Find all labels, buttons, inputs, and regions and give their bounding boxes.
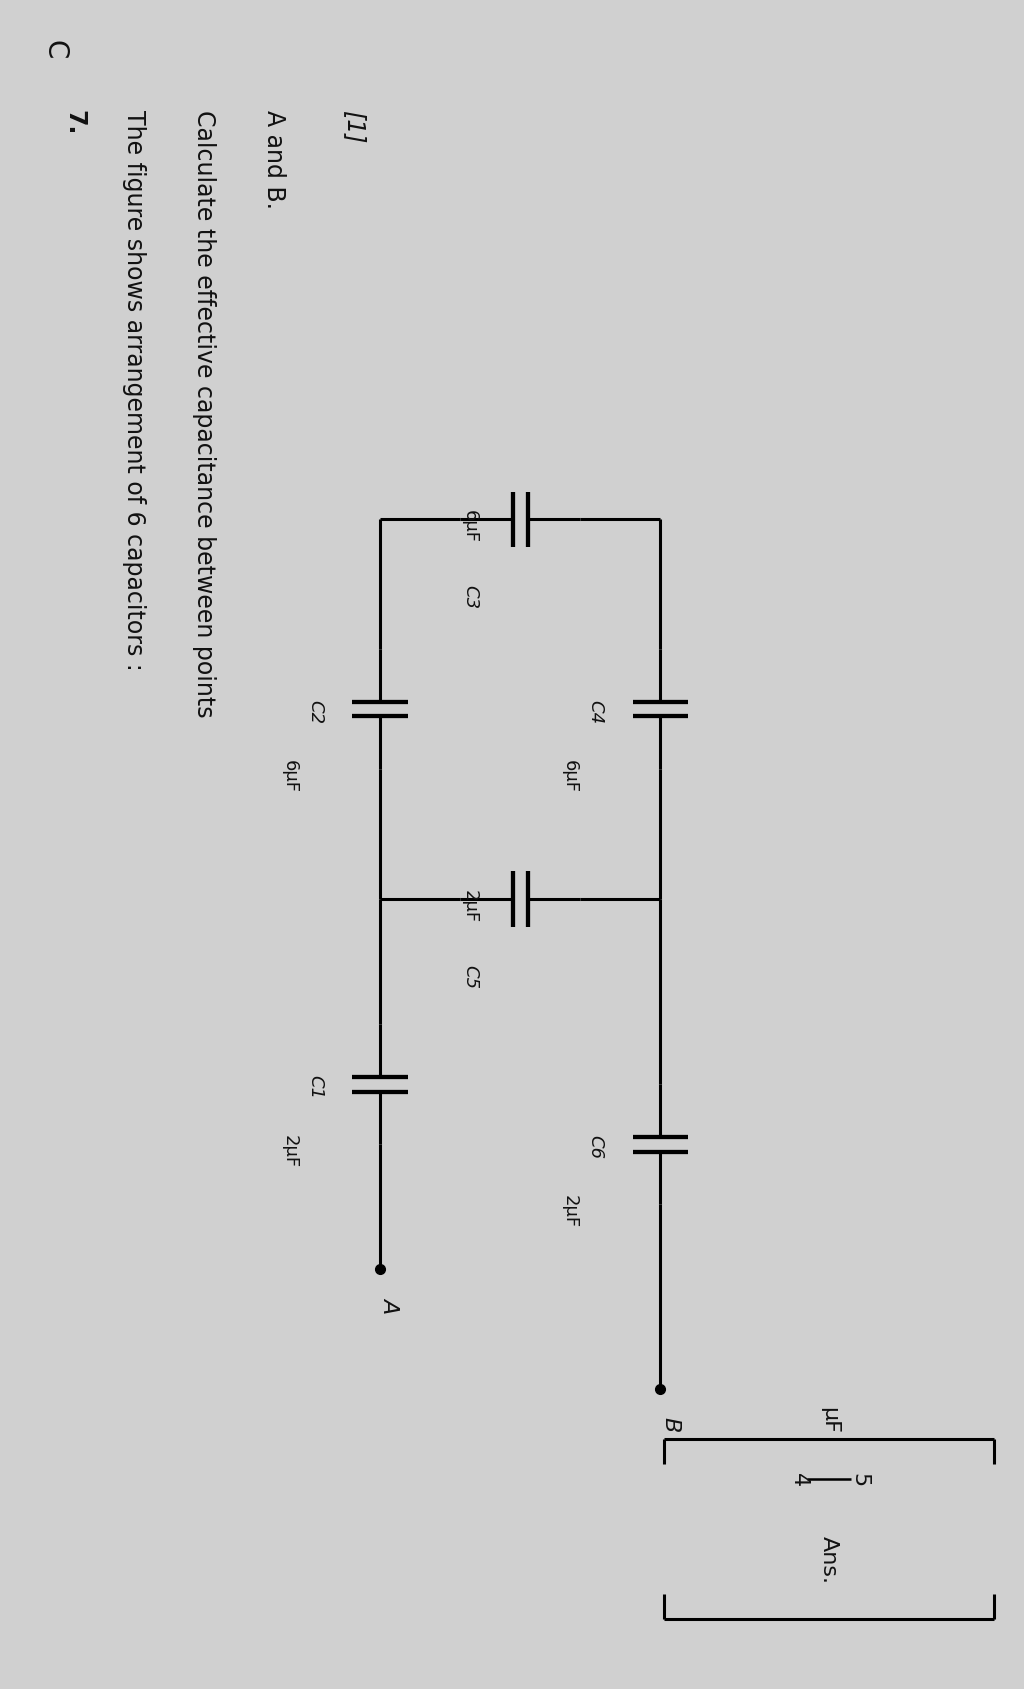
Text: A: A: [380, 1297, 400, 1312]
Text: μF: μF: [819, 1405, 839, 1432]
Text: C5: C5: [461, 964, 479, 988]
Text: Calculate the effective capacitance between points: Calculate the effective capacitance betw…: [191, 110, 216, 718]
Text: B: B: [660, 1417, 680, 1432]
Text: The figure shows arrangement of 6 capacitors :: The figure shows arrangement of 6 capaci…: [122, 110, 146, 671]
Text: 4: 4: [790, 1473, 809, 1486]
Text: 6μF: 6μF: [281, 760, 299, 792]
Text: C4: C4: [586, 699, 604, 723]
Text: 7.: 7.: [62, 110, 86, 135]
Text: 5: 5: [849, 1473, 869, 1486]
Text: C: C: [40, 41, 68, 59]
Text: C3: C3: [461, 584, 479, 608]
Text: C6: C6: [586, 1135, 604, 1159]
Text: 2μF: 2μF: [561, 1194, 579, 1228]
Text: 2μF: 2μF: [281, 1135, 299, 1167]
Text: 6μF: 6μF: [461, 510, 479, 542]
Text: C1: C1: [306, 1074, 324, 1098]
Text: 6μF: 6μF: [561, 760, 579, 792]
Text: C2: C2: [306, 699, 324, 723]
Text: [1]: [1]: [342, 110, 366, 144]
Text: A and B.: A and B.: [262, 110, 286, 209]
Text: 2μF: 2μF: [461, 890, 479, 922]
Text: Ans.: Ans.: [819, 1535, 839, 1583]
